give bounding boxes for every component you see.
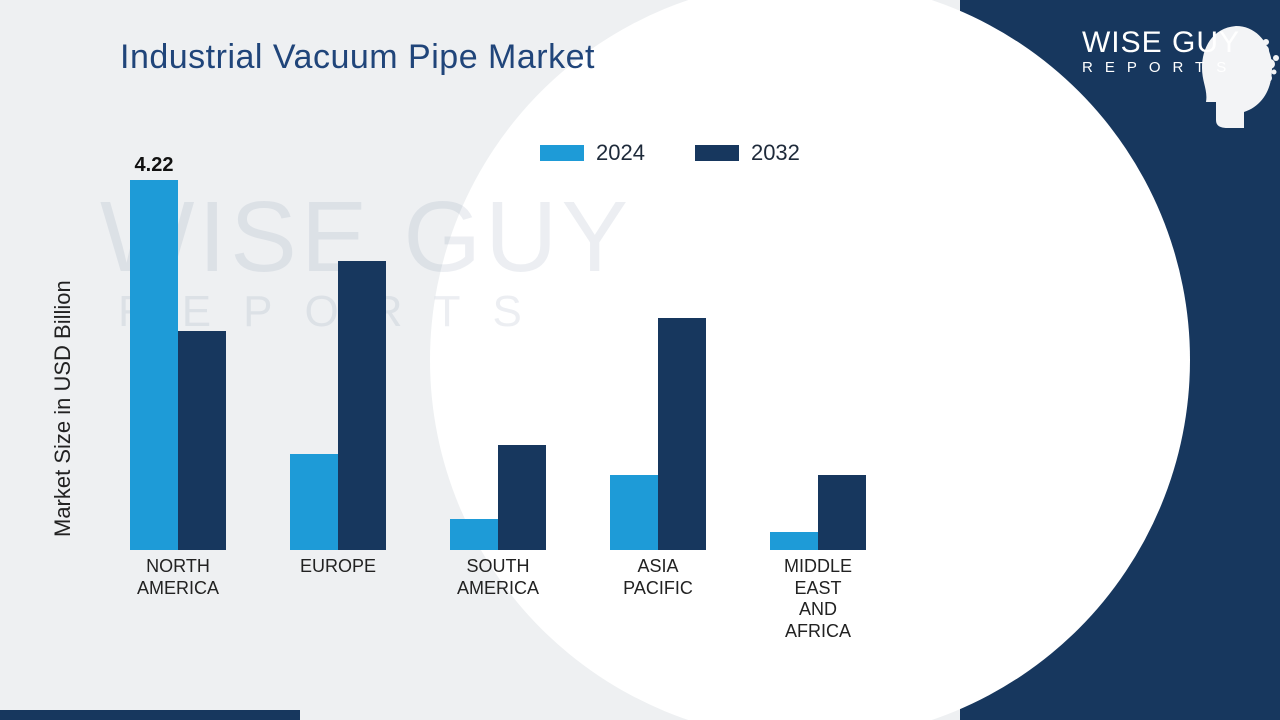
y-axis-label: Market Size in USD Billion [50, 280, 76, 537]
bar [610, 475, 658, 550]
bar [290, 454, 338, 550]
legend-item-2032: 2032 [695, 140, 800, 166]
footer-accent-bar [0, 710, 300, 720]
chart-title: Industrial Vacuum Pipe Market [120, 38, 595, 77]
legend: 2024 2032 [540, 140, 800, 166]
plot-area [110, 180, 930, 550]
bar [450, 519, 498, 550]
bar [130, 180, 178, 550]
category-label: MIDDLE EAST AND AFRICA [784, 556, 852, 642]
legend-item-2024: 2024 [540, 140, 645, 166]
bar [658, 318, 706, 550]
bar-group [130, 180, 226, 550]
bar-group [770, 475, 866, 550]
category-label: EUROPE [300, 556, 376, 578]
bar-value-label: 4.22 [135, 154, 174, 177]
legend-label-2024: 2024 [596, 140, 645, 166]
legend-swatch-2032 [695, 145, 739, 161]
category-label: SOUTH AMERICA [457, 556, 539, 599]
chart-stage: WISE GUY REPORTS Industrial Vacuum Pipe … [0, 0, 1280, 720]
bar [338, 261, 386, 550]
brand-line1: WISE GUY [1082, 28, 1240, 58]
bar-group [290, 261, 386, 550]
category-label: NORTH AMERICA [137, 556, 219, 599]
brand-line2: REPORTS [1082, 60, 1240, 75]
bar [498, 445, 546, 550]
bar [178, 331, 226, 550]
legend-label-2032: 2032 [751, 140, 800, 166]
brand-logo-text: WISE GUY REPORTS [1082, 28, 1240, 75]
bar-group [450, 445, 546, 550]
bar [770, 532, 818, 550]
bar [818, 475, 866, 550]
category-label: ASIA PACIFIC [623, 556, 693, 599]
legend-swatch-2024 [540, 145, 584, 161]
bar-group [610, 318, 706, 550]
